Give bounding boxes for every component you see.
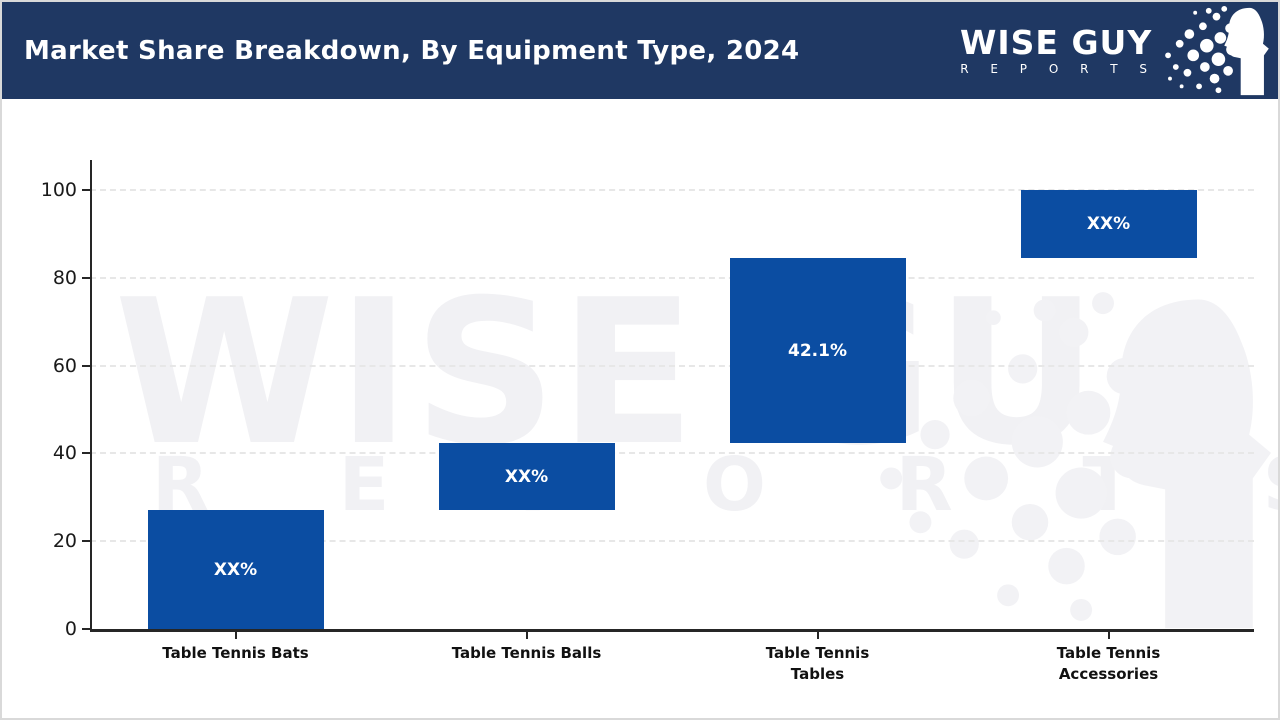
gridline-40	[90, 452, 1254, 455]
y-axis	[90, 160, 92, 631]
category-label: Table Tennis Tables	[765, 644, 870, 683]
y-tick-label: 80	[52, 266, 77, 289]
y-tick-mark	[82, 364, 90, 367]
y-tick-label: 100	[40, 179, 77, 201]
x-tick-mark	[816, 632, 819, 639]
category-label: Table Tennis Balls	[451, 644, 602, 662]
bar-segment: XX%	[1020, 190, 1197, 259]
bar-segment: XX%	[147, 510, 324, 629]
gridline-20	[90, 540, 1254, 543]
bar-segment: XX%	[438, 443, 615, 511]
page-title: Market Share Breakdown, By Equipment Typ…	[24, 35, 800, 66]
x-axis	[90, 629, 1254, 632]
y-tick-mark	[82, 540, 90, 543]
x-tick-mark	[234, 632, 237, 639]
y-tick-mark	[82, 189, 90, 191]
category-label: Table Tennis Bats	[162, 644, 309, 662]
y-tick-label: 40	[52, 442, 77, 465]
logo-wordmark: WISE GUY	[959, 22, 1153, 62]
wiseguy-logo: WISE GUY R E P O R T S	[956, 5, 1278, 97]
y-tick-label: 60	[52, 354, 77, 377]
bar-value-label: XX%	[504, 466, 549, 487]
bar-value-label: XX%	[213, 559, 258, 580]
gridline-60	[90, 364, 1254, 367]
watermark-face-icon	[880, 292, 1272, 629]
gridline-100	[90, 189, 1254, 191]
gridline-80	[90, 276, 1254, 279]
bar-value-label: 42.1%	[788, 340, 847, 361]
y-tick-mark	[82, 628, 90, 630]
y-tick-label: 20	[52, 530, 77, 553]
y-tick-label: 0	[64, 618, 77, 640]
y-tick-mark	[82, 452, 90, 455]
bar-segment: 42.1%	[729, 258, 906, 444]
bar-value-label: XX%	[1086, 214, 1131, 235]
x-tick-mark	[1107, 632, 1110, 639]
wiseguy-face-icon	[1165, 5, 1269, 95]
header-bar: Market Share Breakdown, By Equipment Typ…	[2, 2, 1278, 99]
x-tick-mark	[525, 632, 528, 639]
y-tick-mark	[82, 276, 90, 279]
wiseguy-logo-text: WISE GUY R E P O R T S	[956, 26, 1156, 76]
category-label: Table Tennis Accessories	[1056, 644, 1161, 683]
logo-subtitle: R E P O R T S	[960, 61, 1156, 76]
